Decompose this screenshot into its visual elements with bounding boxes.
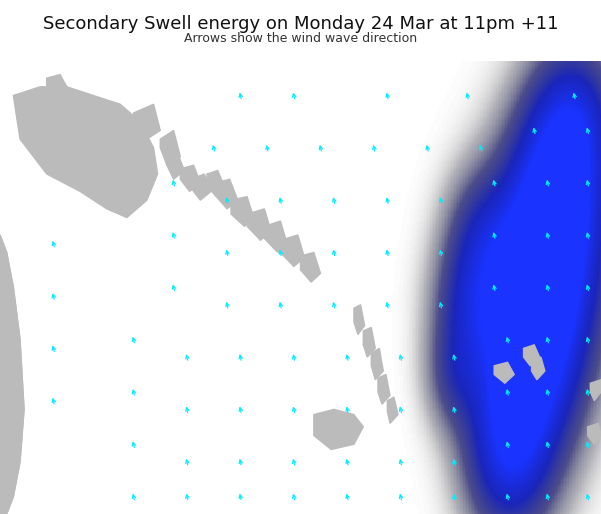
Polygon shape: [133, 104, 160, 139]
Polygon shape: [314, 409, 363, 449]
Polygon shape: [180, 166, 200, 191]
Polygon shape: [0, 235, 24, 514]
Polygon shape: [371, 348, 383, 380]
Polygon shape: [0, 235, 24, 514]
Text: Secondary Swell energy on Monday 24 Mar at 11pm +11: Secondary Swell energy on Monday 24 Mar …: [43, 15, 558, 33]
Polygon shape: [191, 174, 211, 200]
Polygon shape: [590, 380, 601, 401]
Polygon shape: [387, 397, 398, 424]
Polygon shape: [531, 357, 545, 380]
Polygon shape: [378, 375, 390, 404]
Polygon shape: [300, 252, 320, 282]
Polygon shape: [363, 327, 375, 357]
Text: Arrows show the wind wave direction: Arrows show the wind wave direction: [184, 32, 417, 45]
Polygon shape: [216, 179, 238, 209]
Polygon shape: [354, 305, 365, 335]
Polygon shape: [207, 171, 224, 197]
Polygon shape: [247, 209, 271, 240]
Polygon shape: [523, 345, 540, 366]
Polygon shape: [160, 131, 180, 166]
Polygon shape: [47, 75, 67, 96]
Polygon shape: [281, 235, 305, 266]
Polygon shape: [231, 197, 254, 226]
Polygon shape: [13, 87, 157, 217]
Polygon shape: [167, 153, 185, 179]
Polygon shape: [264, 221, 287, 252]
Polygon shape: [588, 424, 601, 444]
Polygon shape: [494, 362, 514, 383]
